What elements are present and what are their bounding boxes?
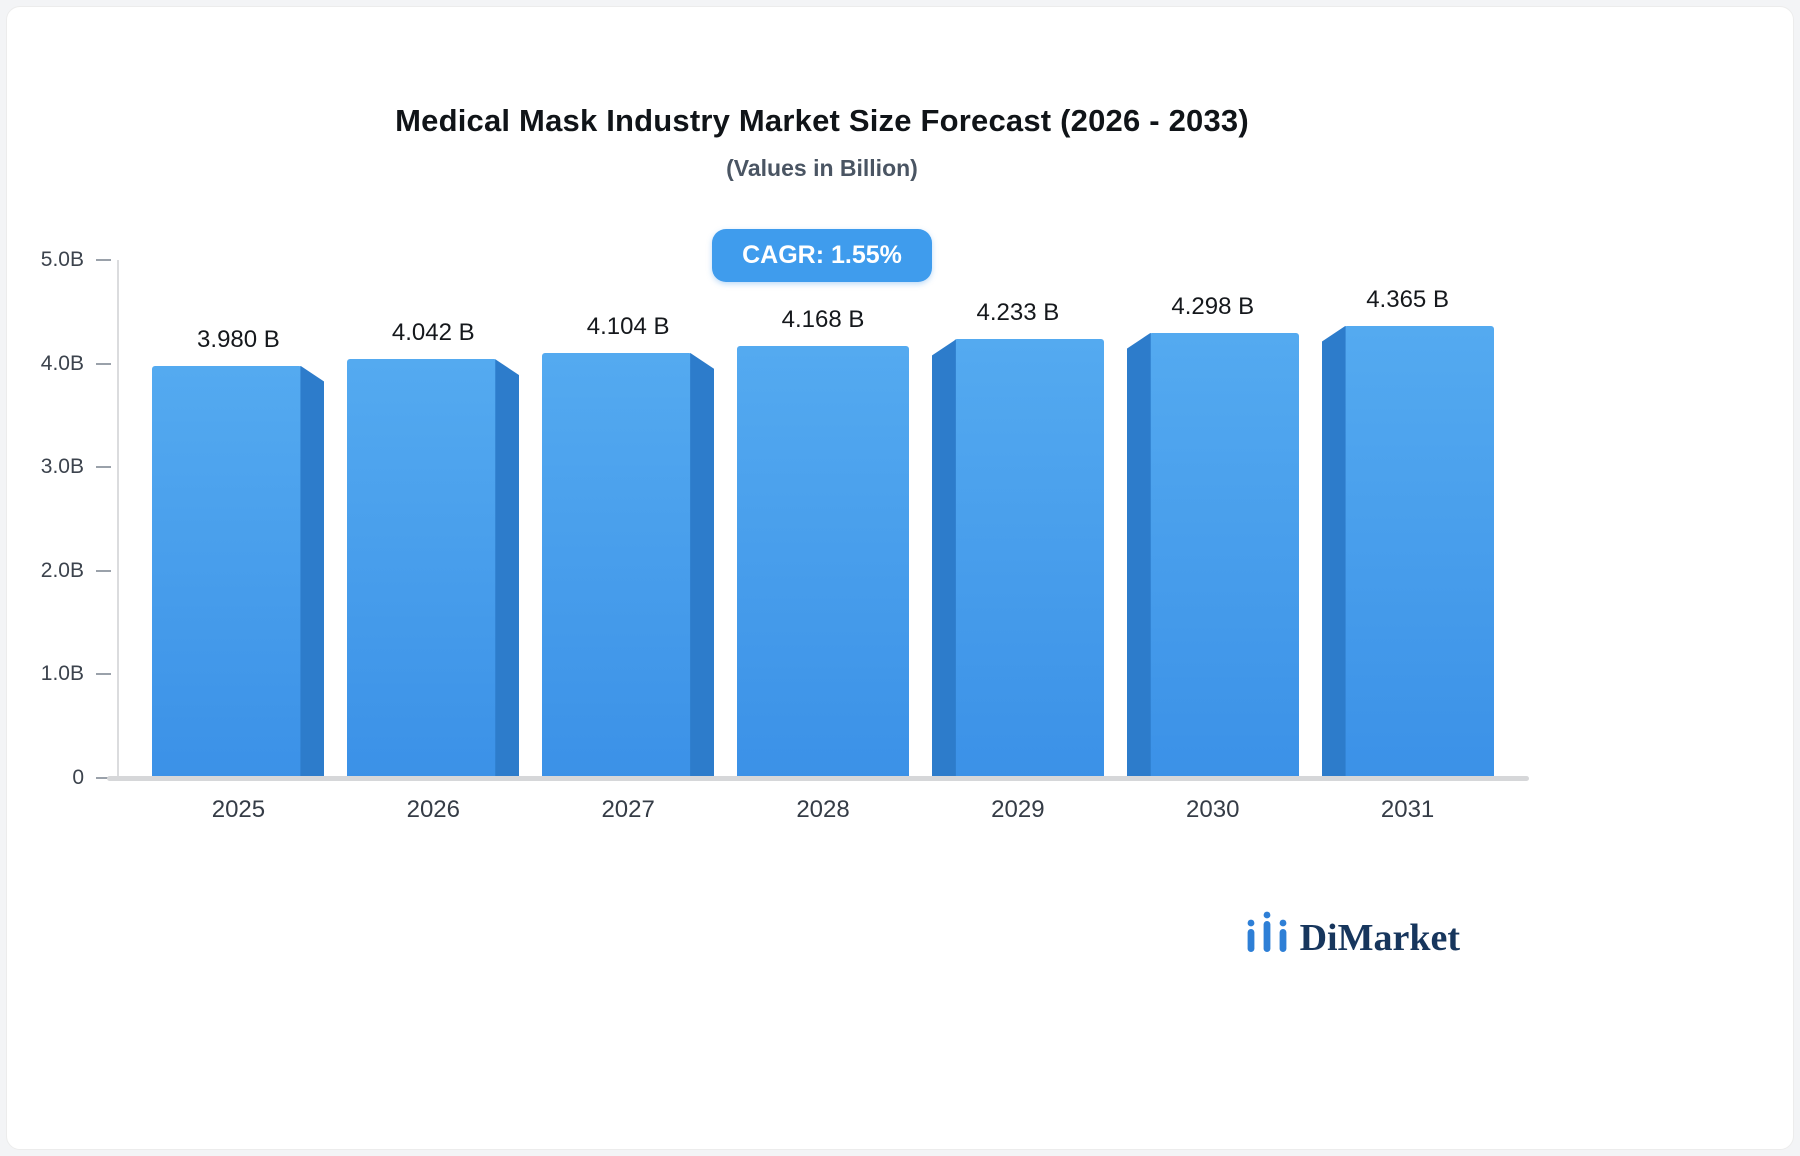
- bar-face: [737, 346, 909, 778]
- bar-2028: 4.168 B: [737, 306, 909, 778]
- bar-slot: 3.980 B 2025: [141, 260, 336, 823]
- bar-2026: 4.042 B: [347, 319, 520, 778]
- chart-title: Medical Mask Industry Market Size Foreca…: [395, 103, 1249, 138]
- bar-side: [300, 365, 325, 778]
- y-tick-label: 1.0B: [40, 662, 84, 686]
- bar-slot: 4.365 B 2031: [1310, 260, 1505, 823]
- bar-slot: 4.042 B 2026: [336, 260, 531, 823]
- bar-slot: 4.104 B 2027: [531, 260, 726, 823]
- bar-2030: 4.298 B: [1126, 293, 1299, 778]
- brand-logo: DiMarket: [1244, 910, 1460, 957]
- y-axis: 5.0B 4.0B 3.0B 2.0B 1.0B 0: [7, 248, 117, 789]
- y-tick-label: 3.0B: [40, 455, 84, 479]
- y-tick: 3.0B: [41, 455, 111, 479]
- bar-value-label: 4.365 B: [1366, 285, 1449, 313]
- x-category-label: 2031: [1380, 796, 1435, 823]
- y-tick-mark: [96, 466, 111, 469]
- bar-side: [1126, 332, 1151, 778]
- y-tick-label: 4.0B: [40, 351, 84, 375]
- brand-name: DiMarket: [1299, 917, 1460, 959]
- cagr-badge: CAGR: 1.55%: [712, 229, 932, 282]
- bar-slot: 4.168 B 2028: [726, 260, 921, 823]
- bar-value-label: 3.980 B: [197, 325, 280, 353]
- bar-face: [1148, 332, 1299, 778]
- bar-value-label: 4.168 B: [781, 306, 865, 334]
- bar-value-label: 4.042 B: [391, 319, 475, 347]
- bar-slot: 4.298 B 2030: [1115, 260, 1310, 823]
- bar-face: [152, 365, 303, 778]
- cagr-badge-wrap: CAGR: 1.55%: [117, 229, 1527, 282]
- bar-2031: 4.365 B: [1321, 286, 1494, 778]
- x-category-label: 2025: [211, 796, 266, 823]
- y-tick: 4.0B: [41, 352, 111, 376]
- x-category-label: 2030: [1186, 796, 1240, 823]
- bar-chart-icon: [1244, 910, 1290, 957]
- bar-value-label: 4.104 B: [586, 312, 670, 340]
- bar-side: [931, 339, 956, 778]
- bar-face: [953, 339, 1104, 778]
- y-tick: 2.0B: [41, 559, 111, 583]
- bar-face: [347, 359, 498, 778]
- x-category-label: 2028: [796, 796, 850, 823]
- y-tick-label: 0: [72, 766, 84, 789]
- bar-value-label: 4.298 B: [1171, 292, 1255, 320]
- cagr-badge-label: CAGR: 1.55%: [742, 241, 902, 269]
- y-tick: 1.0B: [41, 662, 111, 686]
- bar-2029: 4.233 B: [931, 299, 1104, 778]
- bar-face: [542, 352, 693, 778]
- y-tick-mark: [96, 673, 111, 676]
- bar-side: [690, 352, 715, 778]
- bar-side: [495, 359, 520, 778]
- y-tick-mark: [96, 569, 111, 572]
- bar-2027: 4.104 B: [542, 313, 715, 778]
- bar-slot: 4.233 B 2029: [920, 260, 1115, 823]
- y-tick-label: 2.0B: [40, 558, 84, 582]
- y-tick-mark: [96, 259, 111, 261]
- bar-face: [1343, 325, 1494, 778]
- y-tick: 5.0B: [41, 248, 111, 272]
- chart-subtitle: (Values in Billion): [726, 155, 918, 181]
- chart-card: Medical Mask Industry Market Size Foreca…: [6, 6, 1794, 1150]
- y-tick-mark: [96, 362, 111, 365]
- x-category-label: 2027: [601, 796, 655, 823]
- bar-value-label: 4.233 B: [976, 299, 1060, 327]
- x-category-label: 2029: [991, 796, 1045, 823]
- x-category-label: 2026: [406, 796, 460, 823]
- y-tick-mark: [96, 777, 111, 779]
- bar-2025: 3.980 B: [152, 326, 325, 778]
- bar-side: [1321, 325, 1346, 778]
- y-tick: 0: [72, 766, 111, 790]
- plot-area: 3.980 B 2025 4.042 B 2026 4.104 B 2027 4.168 B…: [107, 260, 1529, 823]
- y-tick-label: 5.0B: [40, 248, 84, 271]
- bar-chart: 5.0B 4.0B 3.0B 2.0B 1.0B 0 3.980 B 2025 4.042 B…: [7, 248, 1529, 823]
